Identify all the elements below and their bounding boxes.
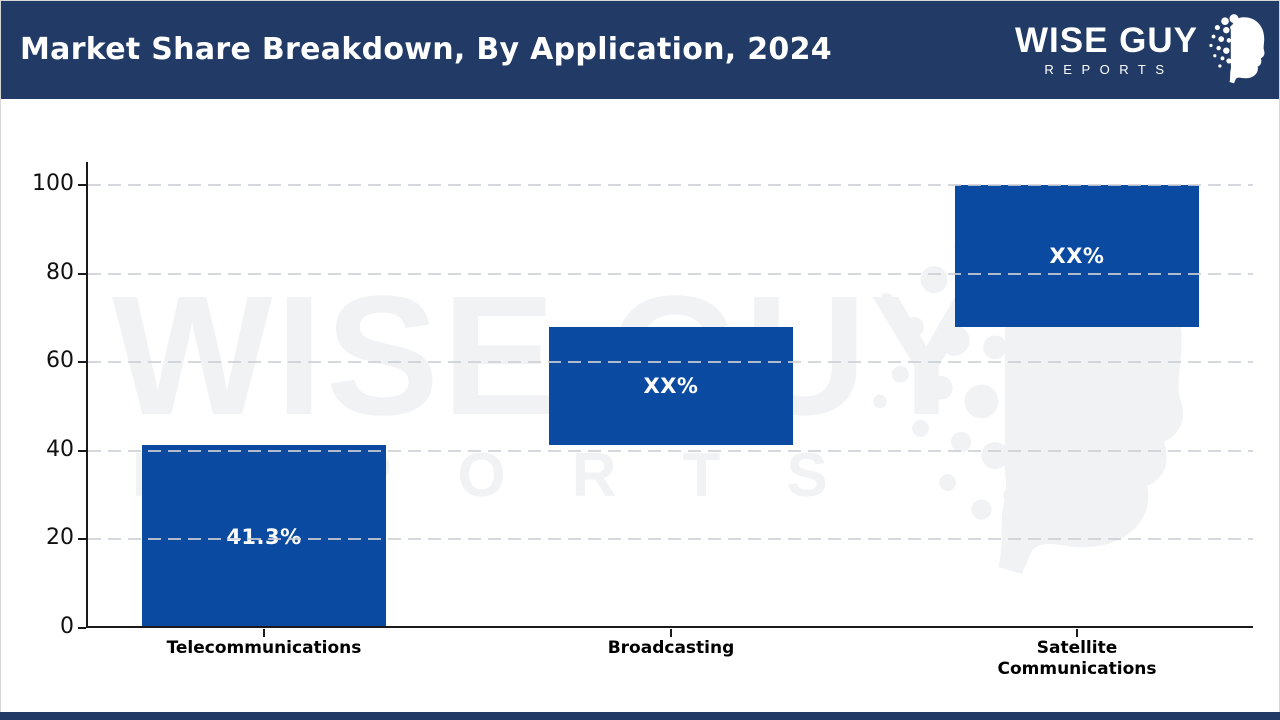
x-tick-mark [670, 629, 672, 637]
y-tick-label: 0 [60, 614, 74, 639]
y-tick-mark [78, 272, 86, 275]
x-tick-mark [1076, 629, 1078, 637]
y-tick-mark [78, 627, 86, 629]
bar-value-label: XX% [1049, 243, 1105, 268]
grid-line-40 [88, 449, 1253, 452]
y-tick-mark [78, 538, 86, 541]
y-tick-label: 40 [46, 436, 74, 462]
y-tick-mark [78, 184, 86, 186]
bar-broadcasting: XX% [549, 326, 793, 446]
page-title: Market Share Breakdown, By Application, … [20, 32, 832, 67]
y-axis-line [86, 162, 88, 628]
y-tick-label: 60 [46, 348, 74, 374]
header-bar: Market Share Breakdown, By Application, … [0, 0, 1280, 99]
logo-subtitle: REPORTS [1044, 61, 1174, 77]
logo-wordmark: WISE GUY [1014, 20, 1198, 60]
y-tick-label: 80 [46, 259, 74, 285]
logo-face-icon [1209, 13, 1265, 83]
x-category-label: Telecommunications [166, 638, 362, 658]
y-tick-mark [78, 361, 86, 364]
grid-line-60 [88, 361, 1253, 364]
brand-logo: WISE GUY REPORTS [1015, 10, 1266, 90]
bar-satellite-communications: XX% [955, 185, 1199, 327]
y-tick-label: 20 [46, 525, 74, 551]
x-axis-line [86, 626, 1253, 628]
grid-line-100 [88, 184, 1253, 186]
x-category-label: Broadcasting [607, 638, 735, 658]
watermark-wordmark: WISE GUY [112, 261, 987, 451]
y-tick-mark [78, 449, 86, 452]
x-category-label: Satellite Communications [997, 638, 1157, 679]
footer-bar [0, 712, 1280, 720]
y-tick-label: 100 [32, 171, 74, 196]
bar-telecommunications: 41.3% [142, 445, 386, 628]
x-tick-mark [263, 629, 265, 637]
bar-value-label: XX% [643, 373, 699, 398]
grid-line-80 [88, 272, 1253, 275]
bar-value-label: 41.3% [226, 524, 302, 549]
grid-line-20 [88, 538, 1253, 541]
